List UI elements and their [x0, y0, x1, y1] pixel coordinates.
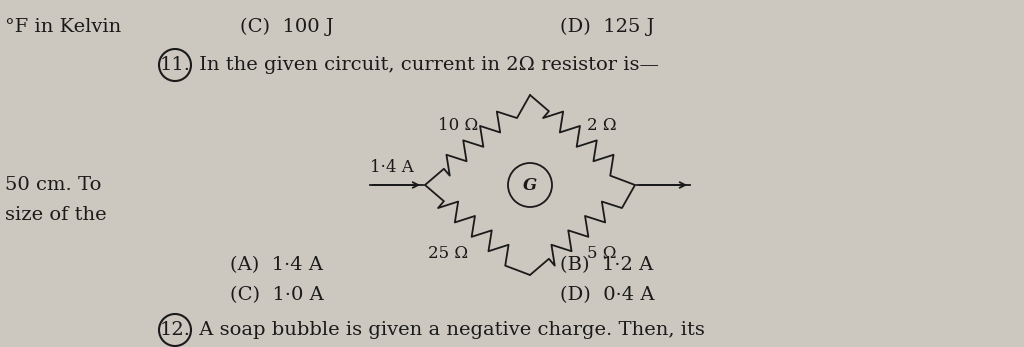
Text: 25 Ω: 25 Ω — [428, 245, 468, 262]
Text: 2 Ω: 2 Ω — [587, 117, 616, 134]
Text: (D)  125 J: (D) 125 J — [560, 18, 654, 36]
Text: °F in Kelvin: °F in Kelvin — [5, 18, 121, 36]
Text: 12.: 12. — [160, 321, 190, 339]
Text: 50 cm. To: 50 cm. To — [5, 176, 101, 194]
Text: (A)  1·4 A: (A) 1·4 A — [230, 256, 323, 274]
Text: (C)  100 J: (C) 100 J — [240, 18, 334, 36]
Text: 5 Ω: 5 Ω — [587, 245, 616, 262]
Text: 10 Ω: 10 Ω — [438, 117, 478, 134]
Text: In the given circuit, current in 2Ω resistor is—: In the given circuit, current in 2Ω resi… — [193, 56, 659, 74]
Circle shape — [508, 163, 552, 207]
Text: 11.: 11. — [160, 56, 190, 74]
Text: G: G — [523, 177, 538, 194]
Text: (B)  1·2 A: (B) 1·2 A — [560, 256, 653, 274]
Text: size of the: size of the — [5, 206, 106, 224]
Text: (C)  1·0 A: (C) 1·0 A — [230, 286, 324, 304]
Text: (D)  0·4 A: (D) 0·4 A — [560, 286, 654, 304]
Text: 1·4 A: 1·4 A — [370, 159, 414, 176]
Text: A soap bubble is given a negative charge. Then, its: A soap bubble is given a negative charge… — [193, 321, 705, 339]
